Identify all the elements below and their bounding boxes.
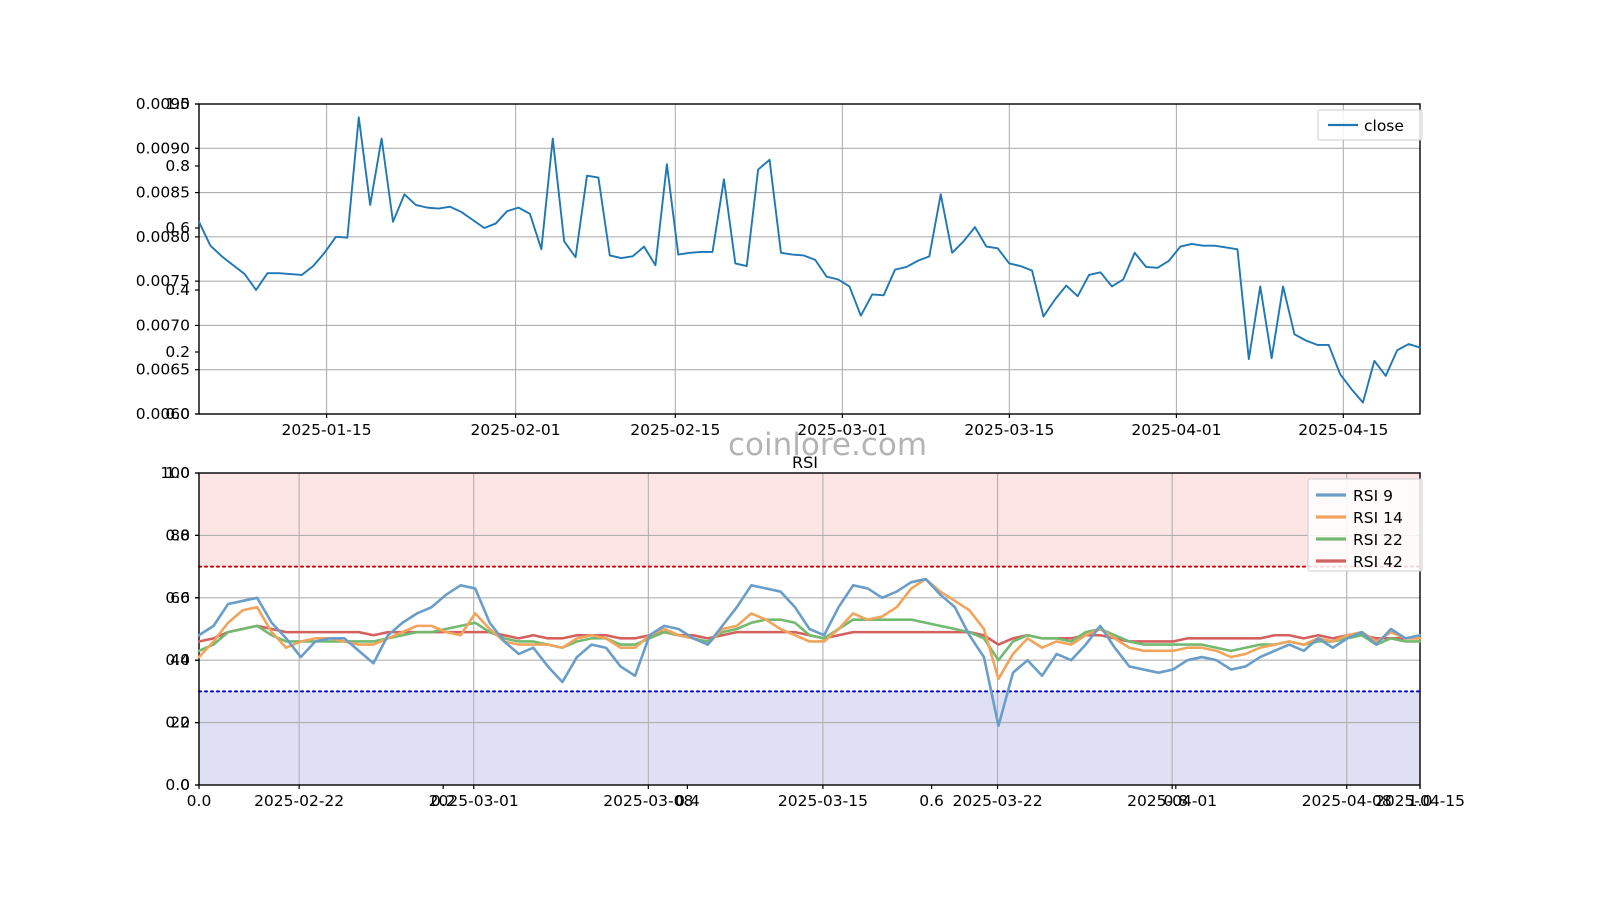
price-y-tick-label: 0.0065 <box>136 361 190 379</box>
rsi-legend-entry[interactable]: RSI 22 <box>1316 531 1403 549</box>
price-y-tick-label: 0.0080 <box>136 228 190 246</box>
rsi-overlay-x-tick-label: 0.0 <box>187 792 212 810</box>
price-overlay-y-tick-label: 0.8 <box>165 157 190 175</box>
rsi-9-line <box>197 577 1422 728</box>
price-line-group <box>198 116 1421 404</box>
rsi-14-legend-label: RSI 14 <box>1353 509 1403 527</box>
price-overlay-y-tick-labels: 0.0 0.2 0.4 0.6 0.8 1.0 <box>165 95 190 423</box>
rsi-overlay-x-tick-label: 0.4 <box>675 792 700 810</box>
rsi-42-legend-label: RSI 42 <box>1353 553 1403 571</box>
rsi-overlay-x-tick-label: 0.8 <box>1163 792 1188 810</box>
rsi-overlay-y-tick-labels: 0.0 0.2 0.4 0.6 0.8 1.0 <box>165 464 190 794</box>
rsi-x-tick-label: 2025-04-08 <box>1302 792 1392 810</box>
price-y-tick-label: 0.0075 <box>136 272 190 290</box>
rsi-overlay-x-tick-label: 1.0 <box>1408 792 1433 810</box>
price-overlay-y-tick-label: 0.0 <box>165 405 190 423</box>
rsi-panel: 0 20 40 60 80 100 0.0 0.2 0.4 0.6 0.8 1.0 2025-02-… <box>160 453 1465 810</box>
price-x-tick-label: 2025-04-01 <box>1131 421 1221 439</box>
price-overlay-y-tick-label: 0.6 <box>165 219 190 237</box>
rsi-legend-entry[interactable]: RSI 9 <box>1316 487 1393 505</box>
rsi-x-tick-label: 2025-04-01 <box>1127 792 1217 810</box>
rsi-y-tick-label: 80 <box>170 526 190 544</box>
price-y-tick-labels: 0.00600.00650.00700.00750.00800.00850.00… <box>136 95 190 423</box>
price-x-tick-label: 2025-02-01 <box>471 421 561 439</box>
rsi-x-tick-labels: 2025-02-22 2025-03-01 2025-03-08 2025-03-15… <box>254 792 1465 810</box>
price-x-tick-labels: 2025-01-15 2025-02-01 2025-02-15 2025-03-01… <box>282 421 1389 439</box>
rsi-legend-entry[interactable]: RSI 42 <box>1316 553 1403 571</box>
rsi-y-tick-label: 40 <box>170 651 190 669</box>
rsi-22-legend-label: RSI 22 <box>1353 531 1403 549</box>
rsi-y-tick-label: 0 <box>180 776 190 794</box>
rsi-overlay-x-tick-label: 0.6 <box>919 792 944 810</box>
price-x-tick-label: 2025-03-01 <box>797 421 887 439</box>
rsi-axes-frame <box>198 472 1421 786</box>
price-y-tick-label: 0.0085 <box>136 184 190 202</box>
close-price-line <box>198 116 1421 404</box>
rsi-legend[interactable]: RSI 9 RSI 14 RSI 22 RSI 42 <box>1307 478 1423 572</box>
rsi-overlay-y-tick-label: 0.2 <box>165 714 190 732</box>
price-x-tick-label: 2025-02-15 <box>630 421 720 439</box>
price-x-tick-label: 2025-01-15 <box>282 421 372 439</box>
rsi-overlay-y-tick-label: 0.8 <box>165 526 190 544</box>
price-overlay-y-tick-label: 0.2 <box>165 343 190 361</box>
rsi-14-line <box>197 577 1422 681</box>
rsi-overlay-y-tick-label: 0.0 <box>165 776 190 794</box>
price-tickmarks <box>195 103 1344 418</box>
price-y-tick-label: 0.0060 <box>136 405 190 423</box>
watermark-text: coinlore.com <box>728 427 927 463</box>
price-legend[interactable]: close <box>1317 109 1423 141</box>
rsi-y-tick-label: 60 <box>170 589 190 607</box>
price-axes-frame <box>198 103 1421 415</box>
rsi-x-tick-label: 2025-04-15 <box>1375 792 1465 810</box>
rsi-legend-entry[interactable]: RSI 14 <box>1316 509 1403 527</box>
close-legend-label: close <box>1364 117 1404 135</box>
rsi-9-legend-label: RSI 9 <box>1353 487 1393 505</box>
rsi-x-tick-label: 2025-03-01 <box>429 792 519 810</box>
price-x-tick-label: 2025-03-15 <box>964 421 1054 439</box>
rsi-x-tick-label: 2025-03-15 <box>778 792 868 810</box>
price-y-tick-label: 0.0070 <box>136 316 190 334</box>
price-panel: 0.00600.00650.00700.00750.00800.00850.00… <box>136 95 1423 439</box>
rsi-x-tick-label: 2025-02-22 <box>254 792 344 810</box>
rsi-overlay-x-tick-label: 0.2 <box>431 792 456 810</box>
rsi-overlay-x-tick-labels: 0.0 0.2 0.4 0.6 0.8 1.0 <box>187 792 1433 810</box>
price-gridlines <box>199 104 1420 414</box>
rsi-y-tick-label: 100 <box>160 464 190 482</box>
price-y-tick-label: 0.0095 <box>136 95 190 113</box>
rsi-y-tick-label: 20 <box>170 714 190 732</box>
rsi-x-tick-label: 2025-03-22 <box>952 792 1042 810</box>
rsi-x-tick-label: 2025-03-08 <box>603 792 693 810</box>
price-x-tick-label: 2025-04-15 <box>1298 421 1388 439</box>
rsi-panel-title: RSI <box>792 453 818 472</box>
oversold-band <box>199 691 1420 785</box>
rsi-overlay-y-tick-label: 0.6 <box>165 589 190 607</box>
price-overlay-y-tick-label: 0.4 <box>165 281 190 299</box>
rsi-overlay-y-tick-label: 1.0 <box>165 464 190 482</box>
overbought-band <box>199 473 1420 567</box>
rsi-y-tick-labels: 0 20 40 60 80 100 <box>160 464 190 794</box>
rsi-overlay-y-tick-label: 0.4 <box>165 651 190 669</box>
rsi-22-line <box>197 618 1422 662</box>
rsi-line-group <box>197 577 1422 728</box>
price-overlay-y-tick-label: 1.0 <box>165 95 190 113</box>
price-y-tick-label: 0.0090 <box>136 139 190 157</box>
